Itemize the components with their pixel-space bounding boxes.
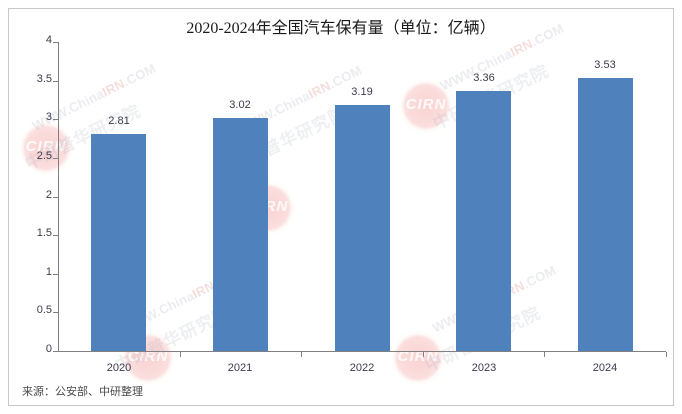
x-axis-label-2022: 2022 (349, 362, 375, 374)
bar-2022[interactable] (335, 105, 390, 351)
y-axis-tick (53, 196, 58, 198)
y-axis-tick (53, 42, 58, 43)
x-axis-tick (544, 352, 545, 357)
y-axis-tick (53, 157, 58, 159)
x-axis-label-2024: 2024 (592, 362, 618, 374)
bar-2020[interactable] (91, 134, 146, 351)
x-axis-label-2020: 2020 (106, 362, 132, 374)
bar-2024[interactable] (578, 78, 633, 351)
chart-title: 2020-2024年全国汽车保有量（单位：亿辆） (186, 20, 496, 37)
y-axis-label: 1 (45, 265, 52, 278)
y-axis-line (58, 42, 59, 352)
x-axis-label-2023: 2023 (471, 362, 497, 374)
y-axis-tick (53, 273, 58, 275)
bar-2023[interactable] (456, 91, 511, 351)
y-axis-label: 4 (45, 34, 52, 46)
bar-value-label: 3.02 (229, 99, 251, 111)
y-axis-label: 2 (45, 188, 52, 201)
y-axis-tick (53, 312, 58, 314)
plot-area: 0 0.5 1 1.5 2 2.5 3 3.5 4 2.81 2020 3.02 2021 3.19 202… (37, 34, 667, 374)
bar-value-label: 3.53 (594, 59, 616, 71)
y-axis-tick (53, 119, 58, 121)
source-note: 来源：公安部、中研整理 (22, 386, 143, 398)
bar-value-label: 2.81 (108, 115, 130, 127)
y-axis-label: 0 (45, 343, 52, 355)
y-axis-label: 2.5 (36, 149, 52, 162)
bar-2021[interactable] (213, 118, 268, 351)
y-axis-tick (53, 351, 58, 352)
y-axis-label: 3 (45, 111, 52, 124)
chart-border (8, 8, 674, 406)
x-axis-label-2021: 2021 (227, 362, 253, 374)
bar-value-label: 3.19 (351, 86, 373, 98)
y-axis-tick (53, 235, 58, 237)
x-axis-line (58, 351, 666, 352)
x-axis-tick (180, 352, 181, 357)
y-axis-label: 0.5 (36, 304, 52, 317)
y-axis-tick (53, 80, 58, 82)
x-axis-tick (666, 352, 667, 357)
y-axis-label: 1.5 (36, 227, 52, 240)
x-axis-tick (301, 352, 302, 357)
bar-value-label: 3.36 (473, 72, 495, 84)
x-axis-tick (423, 352, 424, 357)
y-axis-label: 3.5 (36, 72, 52, 85)
